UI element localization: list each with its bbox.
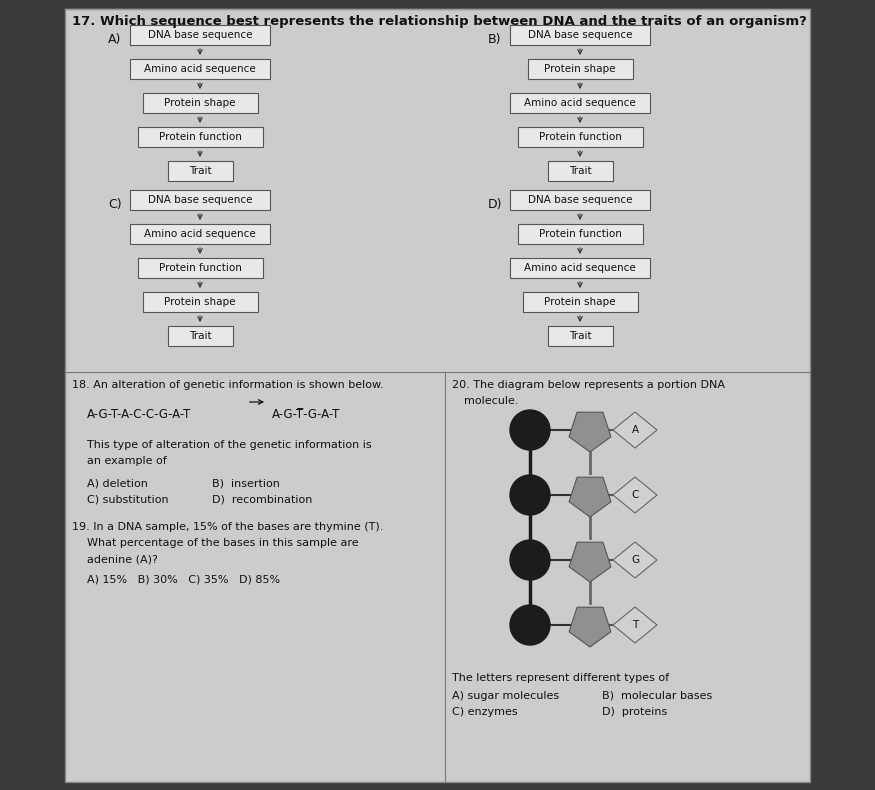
Text: Trait: Trait (189, 166, 212, 176)
Text: C): C) (108, 198, 122, 211)
Text: G: G (631, 555, 639, 565)
Text: A) 15%   B) 30%   C) 35%   D) 85%: A) 15% B) 30% C) 35% D) 85% (87, 574, 280, 584)
Text: 20. The diagram below represents a portion DNA: 20. The diagram below represents a porti… (452, 380, 725, 390)
Text: Protein shape: Protein shape (544, 297, 616, 307)
Text: A-G-T-A-C-C-G-A-T: A-G-T-A-C-C-G-A-T (87, 408, 192, 421)
Bar (510, 25, 650, 45)
Text: DNA base sequence: DNA base sequence (528, 195, 633, 205)
Text: B): B) (488, 33, 501, 46)
Text: A): A) (108, 33, 122, 46)
Text: Protein function: Protein function (539, 229, 621, 239)
Bar (143, 292, 257, 312)
Polygon shape (613, 607, 657, 643)
Text: 18. An alteration of genetic information is shown below.: 18. An alteration of genetic information… (72, 380, 384, 390)
FancyBboxPatch shape (65, 9, 810, 782)
Text: C: C (632, 490, 639, 500)
Polygon shape (613, 412, 657, 448)
Text: The letters represent different types of: The letters represent different types of (452, 673, 669, 683)
Bar (522, 292, 638, 312)
Polygon shape (569, 542, 611, 582)
Text: Trait: Trait (189, 331, 212, 341)
Text: adenine (A)?: adenine (A)? (87, 554, 158, 564)
Text: molecule.: molecule. (464, 396, 519, 406)
Bar (137, 127, 262, 147)
Text: DNA base sequence: DNA base sequence (148, 195, 252, 205)
Text: B)  insertion: B) insertion (212, 478, 280, 488)
Bar (130, 190, 270, 210)
Text: Amino acid sequence: Amino acid sequence (144, 64, 255, 74)
Text: Amino acid sequence: Amino acid sequence (524, 263, 636, 273)
Text: Protein shape: Protein shape (164, 297, 235, 307)
Text: What percentage of the bases in this sample are: What percentage of the bases in this sam… (87, 538, 359, 548)
Bar (517, 224, 642, 244)
Text: A) deletion: A) deletion (87, 478, 148, 488)
Polygon shape (613, 542, 657, 578)
Text: Trait: Trait (569, 331, 592, 341)
Text: D): D) (488, 198, 502, 211)
Text: Protein function: Protein function (539, 132, 621, 142)
Bar (548, 161, 612, 181)
Bar (130, 224, 270, 244)
Text: C) substitution: C) substitution (87, 494, 169, 504)
Text: DNA base sequence: DNA base sequence (148, 30, 252, 40)
Bar (548, 326, 612, 346)
Text: B)  molecular bases: B) molecular bases (602, 691, 712, 701)
Text: A-G-T̅-G-A-T: A-G-T̅-G-A-T (272, 408, 340, 421)
Bar (137, 258, 262, 278)
Text: T: T (632, 620, 638, 630)
Text: DNA base sequence: DNA base sequence (528, 30, 633, 40)
Text: D)  proteins: D) proteins (602, 707, 668, 717)
Text: Protein shape: Protein shape (544, 64, 616, 74)
Bar (510, 190, 650, 210)
Bar (510, 93, 650, 113)
Text: an example of: an example of (87, 456, 167, 466)
Circle shape (510, 605, 550, 645)
Bar (130, 25, 270, 45)
Polygon shape (569, 477, 611, 517)
Text: C) enzymes: C) enzymes (452, 707, 518, 717)
Circle shape (510, 410, 550, 450)
Text: D)  recombination: D) recombination (212, 494, 312, 504)
Polygon shape (613, 477, 657, 513)
Text: 17. Which sequence best represents the relationship between DNA and the traits o: 17. Which sequence best represents the r… (72, 15, 807, 28)
Bar (167, 326, 233, 346)
Bar (143, 93, 257, 113)
Text: Trait: Trait (569, 166, 592, 176)
Text: Protein function: Protein function (158, 263, 242, 273)
Bar (510, 258, 650, 278)
Bar (517, 127, 642, 147)
Polygon shape (569, 412, 611, 452)
Bar (130, 59, 270, 79)
Bar (167, 161, 233, 181)
Text: Amino acid sequence: Amino acid sequence (524, 98, 636, 108)
Circle shape (510, 540, 550, 580)
Text: Protein function: Protein function (158, 132, 242, 142)
Text: Protein shape: Protein shape (164, 98, 235, 108)
Polygon shape (569, 608, 611, 647)
Text: 19. In a DNA sample, 15% of the bases are thymine (T).: 19. In a DNA sample, 15% of the bases ar… (72, 522, 383, 532)
Text: A) sugar molecules: A) sugar molecules (452, 691, 559, 701)
Bar (528, 59, 633, 79)
Text: Amino acid sequence: Amino acid sequence (144, 229, 255, 239)
Text: A: A (632, 425, 639, 435)
Circle shape (510, 475, 550, 515)
Text: This type of alteration of the genetic information is: This type of alteration of the genetic i… (87, 440, 372, 450)
